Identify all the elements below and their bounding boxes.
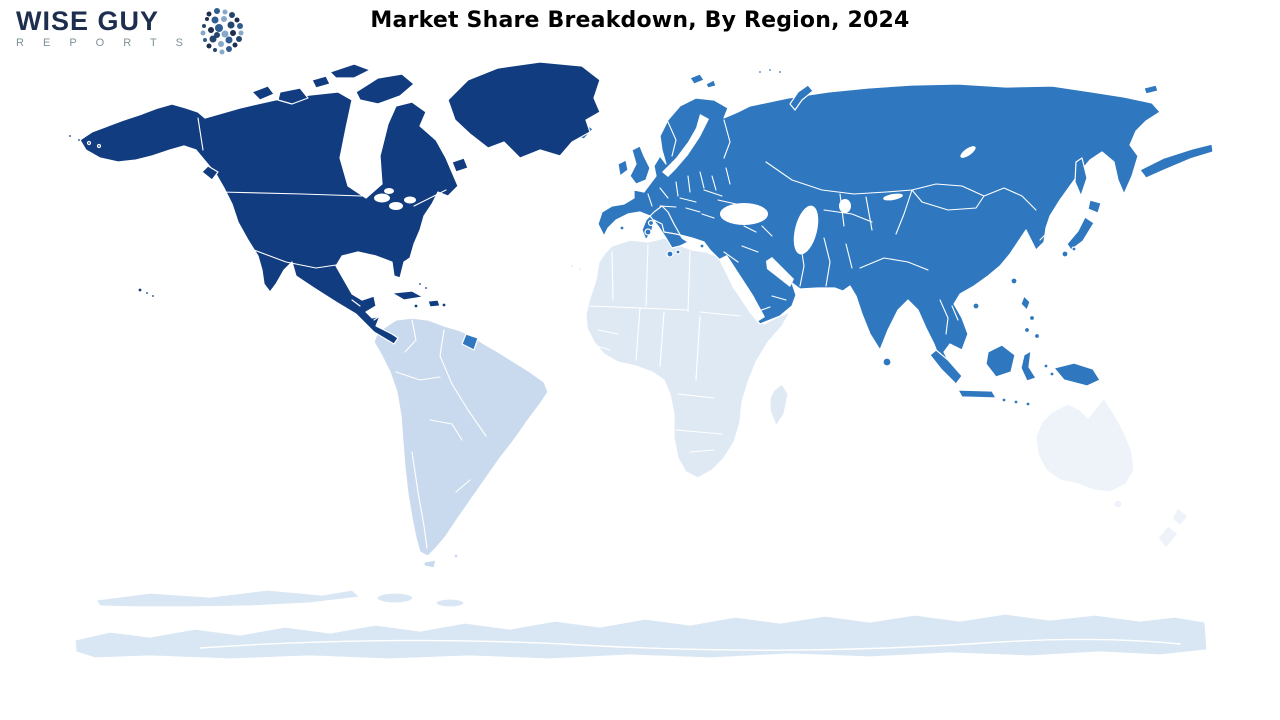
wrangel-island [1143,84,1159,95]
ellesmere-island [329,63,371,79]
great-britain [629,145,651,185]
canary-islands [569,263,583,272]
borders-south-america [395,319,487,549]
balearic [619,225,625,231]
franz-josef-land [757,67,783,75]
madagascar [769,383,789,427]
philippines [1020,295,1041,340]
antarctica-coastal-strip [95,589,361,608]
region-north-america [67,61,601,345]
antarctica-islet [435,598,465,608]
newfoundland [451,157,469,173]
mediterranean-islands [619,219,705,258]
hispaniola [427,299,441,308]
aleutian-islands [67,133,102,149]
new-zealand-south-island [1157,525,1179,549]
new-guinea [1053,362,1101,387]
honshu [1066,216,1095,251]
java [957,389,997,399]
country-borders [197,117,1181,651]
sicily [666,250,674,258]
borders-africa [589,244,741,453]
northeast-russia-strip [1139,143,1214,179]
chart-title: Market Share Breakdown, By Region, 2024 [370,8,910,33]
novaya-zemlya [789,84,814,111]
arctic-islet [311,75,331,89]
hokkaido [1087,199,1102,214]
north-america-mainland [79,91,459,345]
victoria-island [277,87,309,105]
caribbean-islands [413,281,447,309]
region-antarctica [74,589,1208,660]
borneo [985,344,1016,378]
great-lakes [374,188,416,210]
cuba [391,290,424,301]
south-america-mainland [373,317,549,557]
crete [675,249,681,255]
lake-baikal [960,146,976,158]
logo-wordmark: WISE GUY [16,6,160,36]
vancouver-island [201,165,219,181]
sumatra [929,349,963,385]
logo-head-dots-icon [200,8,244,55]
brand-logo: WISE GUY R E P O R T S [16,8,247,58]
borders-eurasia [647,119,1049,335]
tasmania [1113,499,1123,509]
borders-antarctica [199,638,1181,651]
falkland-islands [453,553,459,559]
french-guiana [461,333,479,351]
region-south-america [373,317,549,569]
ireland [617,159,629,177]
region-africa [569,237,791,479]
sakhalin [1074,157,1088,197]
taiwan [1010,277,1018,285]
sardinia [644,228,652,236]
borders-north-america [197,117,447,321]
tierra-del-fuego [423,559,437,569]
antarctica-islet [376,592,414,604]
lesser-sunda-islands [1001,397,1031,407]
hainan [972,302,980,310]
antarctica-mainland [74,613,1208,660]
greenland [447,61,601,159]
kyushu [1061,250,1069,258]
region-eurasia [461,67,1214,407]
australia-mainland [1035,397,1135,493]
baffin-island [355,73,415,105]
hawaii-islands [137,287,156,299]
banks-island [251,85,275,101]
new-zealand-north-island [1171,507,1189,527]
logo-text-block: WISE GUY R E P O R T S [16,8,191,49]
black-sea [720,203,768,225]
lake-balkhash [883,193,903,201]
sri-lanka [882,357,892,367]
shikoku [1071,246,1077,252]
sulawesi [1020,350,1037,382]
svalbard [689,73,717,89]
corsica [647,219,655,227]
logo-subtitle: R E P O R T S [16,37,191,49]
cyprus [699,243,705,249]
moluccas [1043,363,1055,377]
region-oceania [1035,397,1189,549]
